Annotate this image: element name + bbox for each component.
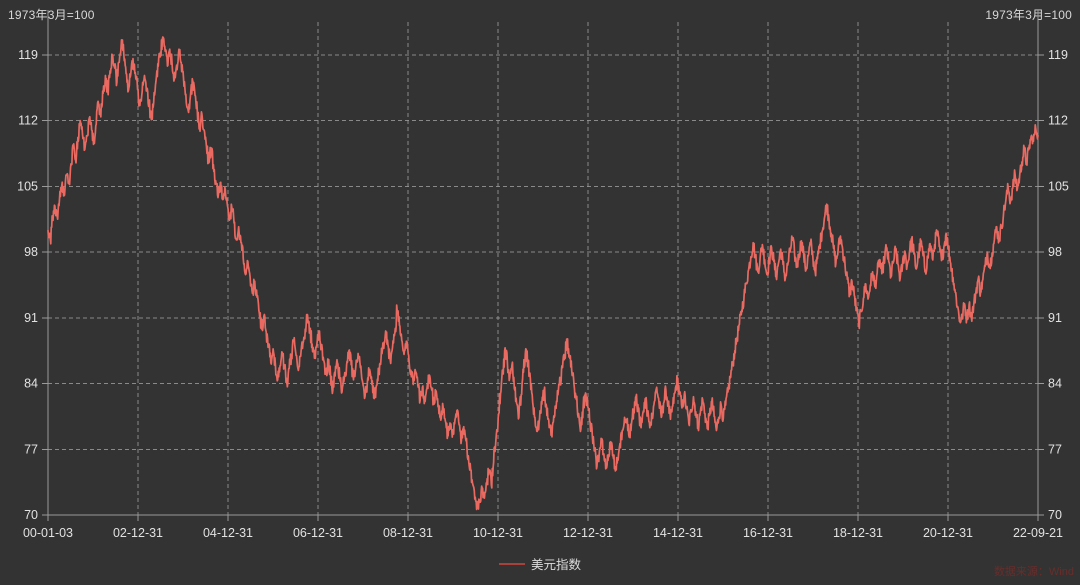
svg-text:20-12-31: 20-12-31 — [923, 526, 973, 540]
svg-text:14-12-31: 14-12-31 — [653, 526, 703, 540]
chart-legend: 美元指数 — [0, 554, 1080, 573]
svg-text:77: 77 — [1048, 442, 1062, 456]
axis-lines — [42, 10, 1044, 521]
svg-text:119: 119 — [18, 48, 38, 62]
base-note-right: 1973年3月=100 — [985, 8, 1072, 22]
series-lines — [47, 36, 1039, 511]
svg-text:91: 91 — [1048, 311, 1062, 325]
svg-text:04-12-31: 04-12-31 — [203, 526, 253, 540]
svg-text:105: 105 — [17, 179, 38, 193]
y-axis-right-ticks: 70 77 84 91 98 105 112 119 — [1048, 48, 1069, 522]
svg-text:12-12-31: 12-12-31 — [563, 526, 613, 540]
svg-text:70: 70 — [24, 508, 38, 522]
svg-text:08-12-31: 08-12-31 — [383, 526, 433, 540]
legend-label-usd-index: 美元指数 — [530, 558, 581, 572]
svg-text:22-09-21: 22-09-21 — [1013, 526, 1063, 540]
svg-text:18-12-31: 18-12-31 — [833, 526, 883, 540]
svg-text:119: 119 — [1048, 48, 1068, 62]
svg-text:105: 105 — [1048, 179, 1069, 193]
svg-text:70: 70 — [1048, 508, 1062, 522]
svg-text:98: 98 — [1048, 245, 1062, 259]
svg-text:98: 98 — [24, 245, 38, 259]
svg-text:84: 84 — [24, 377, 38, 391]
legend-swatch-usd-index — [498, 562, 525, 565]
source-watermark: 数据来源：Wind — [993, 566, 1074, 578]
x-axis-ticks: 00-01-03 02-12-31 04-12-31 06-12-31 08-12-31… — [23, 526, 1063, 540]
svg-text:06-12-31: 06-12-31 — [293, 526, 343, 540]
svg-text:112: 112 — [18, 114, 38, 128]
svg-text:91: 91 — [24, 311, 38, 325]
svg-text:10-12-31: 10-12-31 — [473, 526, 523, 540]
y-axis-left-ticks: 70 77 84 91 98 105 112 119 — [17, 48, 38, 522]
base-note-left: 1973年3月=100 — [8, 8, 95, 22]
svg-text:02-12-31: 02-12-31 — [113, 526, 163, 540]
svg-text:16-12-31: 16-12-31 — [743, 526, 793, 540]
svg-text:00-01-03: 00-01-03 — [23, 526, 73, 540]
svg-text:77: 77 — [24, 442, 38, 456]
svg-text:84: 84 — [1048, 377, 1062, 391]
svg-text:112: 112 — [1048, 114, 1068, 128]
